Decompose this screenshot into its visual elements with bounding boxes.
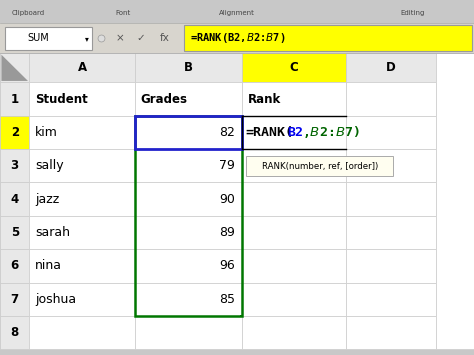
Bar	[135, 149, 242, 182]
Text: 96: 96	[219, 260, 235, 272]
Text: B2: B2	[288, 126, 304, 139]
Text: fx: fx	[160, 33, 170, 43]
Text: Clipboard: Clipboard	[12, 10, 45, 16]
Bar	[242, 149, 346, 182]
Bar	[29, 116, 135, 149]
Bar	[346, 149, 436, 182]
Text: 85: 85	[219, 293, 235, 306]
Bar	[0, 53, 29, 82]
Bar	[184, 26, 472, 51]
Text: jazz: jazz	[35, 193, 59, 206]
Bar	[135, 316, 242, 349]
Bar	[242, 283, 346, 316]
Bar	[242, 82, 346, 116]
Text: 5: 5	[10, 226, 19, 239]
Text: 6: 6	[10, 260, 19, 272]
Bar	[0, 216, 29, 249]
Bar	[29, 249, 135, 283]
Bar	[29, 283, 135, 316]
Text: ,$B$2:$B$7): ,$B$2:$B$7)	[301, 124, 359, 141]
Bar	[242, 249, 346, 283]
Bar	[0, 116, 29, 149]
Bar	[29, 82, 135, 116]
Bar	[346, 82, 436, 116]
Text: A: A	[78, 61, 87, 74]
Text: =RANK(B2,$B$2:$B$7): =RANK(B2,$B$2:$B$7)	[190, 31, 285, 45]
Bar	[240, 315, 244, 317]
Bar	[242, 116, 346, 149]
Text: 1: 1	[10, 93, 19, 105]
Text: Alignment: Alignment	[219, 10, 255, 16]
Bar	[346, 53, 436, 82]
Bar	[29, 316, 135, 349]
Text: B: B	[184, 61, 193, 74]
Bar	[0, 182, 29, 216]
Bar	[0, 283, 29, 316]
Bar	[135, 116, 242, 149]
Bar	[135, 53, 242, 82]
Bar	[29, 53, 135, 82]
Text: nina: nina	[35, 260, 62, 272]
Bar	[242, 216, 346, 249]
Bar	[346, 182, 436, 216]
Text: ▾: ▾	[85, 34, 89, 43]
Text: 4: 4	[10, 193, 19, 206]
Text: Editing: Editing	[400, 10, 425, 16]
Text: Rank: Rank	[247, 93, 281, 105]
Bar	[5, 27, 92, 50]
Bar	[242, 182, 346, 216]
Text: Font: Font	[116, 10, 131, 16]
Text: ✓: ✓	[137, 33, 146, 43]
Text: =RANK(: =RANK(	[246, 126, 293, 139]
Bar	[346, 116, 436, 149]
Bar	[0, 82, 29, 116]
Text: 89: 89	[219, 226, 235, 239]
Bar	[346, 216, 436, 249]
Text: kim: kim	[35, 126, 58, 139]
Bar	[135, 82, 242, 116]
Text: 90: 90	[219, 193, 235, 206]
Bar	[29, 216, 135, 249]
Text: RANK(number, ref, [order]): RANK(number, ref, [order])	[262, 162, 378, 171]
Bar	[29, 149, 135, 182]
Text: 82: 82	[219, 126, 235, 139]
Bar	[135, 283, 242, 316]
Bar	[135, 116, 242, 316]
Bar	[135, 182, 242, 216]
Bar	[29, 182, 135, 216]
Text: C: C	[290, 61, 298, 74]
Bar	[242, 53, 346, 82]
Text: sarah: sarah	[35, 226, 70, 239]
Bar	[346, 249, 436, 283]
Text: SUM: SUM	[27, 33, 49, 43]
Bar	[346, 316, 436, 349]
Text: 8: 8	[10, 326, 19, 339]
Bar	[0, 249, 29, 283]
Bar	[0, 149, 29, 182]
Bar	[242, 316, 346, 349]
Bar	[0, 23, 474, 53]
Text: Grades: Grades	[141, 93, 188, 105]
Text: joshua: joshua	[35, 293, 76, 306]
Polygon shape	[1, 55, 28, 81]
Bar	[0, 316, 29, 349]
Text: 7: 7	[10, 293, 19, 306]
Text: sally: sally	[35, 159, 64, 172]
Bar	[135, 216, 242, 249]
Bar	[436, 53, 474, 349]
Text: D: D	[386, 61, 396, 74]
Bar	[0, 0, 474, 23]
Bar	[346, 283, 436, 316]
Bar	[135, 249, 242, 283]
Text: ×: ×	[116, 33, 124, 43]
Text: Student: Student	[35, 93, 88, 105]
Text: 3: 3	[10, 159, 19, 172]
Bar	[246, 157, 393, 176]
Bar	[135, 116, 242, 149]
Text: 79: 79	[219, 159, 235, 172]
Text: 2: 2	[10, 126, 19, 139]
